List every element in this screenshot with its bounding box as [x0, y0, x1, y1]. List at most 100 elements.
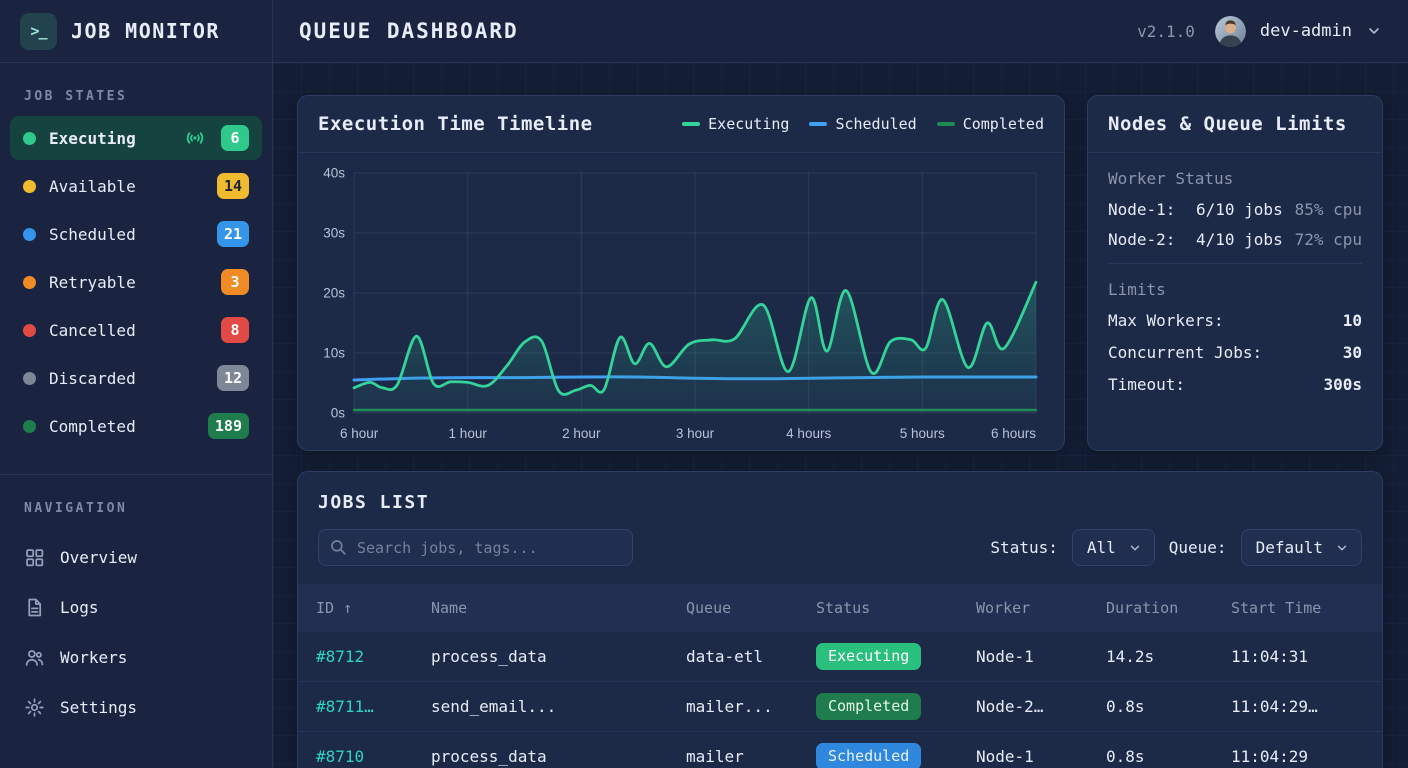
status-badge: Executing	[816, 642, 922, 671]
sidebar-item-overview[interactable]: Overview	[10, 532, 262, 582]
status-filter-value: All	[1086, 538, 1116, 557]
column-header-4: Worker	[976, 599, 1031, 617]
live-icon	[184, 127, 206, 149]
limit-value: 10	[1342, 311, 1362, 330]
state-dot	[23, 419, 36, 433]
job-status: Scheduled	[816, 742, 976, 768]
status-badge: Scheduled	[816, 742, 922, 768]
sidebar-state-discarded[interactable]: Discarded 12	[10, 356, 262, 400]
limit-value: 30	[1342, 343, 1362, 362]
job-start-time: 11:04:29	[1231, 747, 1309, 766]
limits-label: Limits	[1108, 280, 1166, 299]
job-status: Executing	[816, 642, 976, 671]
job-status: Completed	[816, 692, 976, 721]
search-input[interactable]	[318, 529, 633, 566]
legend-label: Completed	[962, 115, 1044, 133]
grid-icon	[24, 547, 45, 568]
sidebar: >_ JOB MONITOR JOB STATES Executing 6 Avai…	[0, 0, 273, 768]
worker-cpu: 85% cpu	[1294, 200, 1362, 219]
column-header-0[interactable]: ID ↑	[316, 599, 353, 617]
legend-item-executing[interactable]: Executing	[682, 115, 789, 133]
limit-row: Timeout: 300s	[1108, 375, 1362, 394]
sidebar-state-available[interactable]: Available 14	[10, 164, 262, 208]
nav-item-label: Workers	[60, 647, 128, 667]
legend-item-completed[interactable]: Completed	[936, 115, 1044, 133]
state-label: Scheduled	[49, 224, 136, 244]
svg-text:1 hour: 1 hour	[449, 426, 488, 441]
queue-filter-value: Default	[1255, 538, 1323, 557]
worker-status-row: Node-2: 4/10 jobs 72% cpu	[1108, 230, 1362, 249]
sidebar-item-workers[interactable]: Workers	[10, 632, 262, 682]
job-worker: Node-1	[976, 647, 1034, 666]
state-label: Completed	[49, 416, 136, 436]
limit-row: Max Workers: 10	[1108, 311, 1362, 330]
nav-item-label: Logs	[60, 597, 99, 617]
limit-label: Concurrent Jobs:	[1108, 343, 1263, 362]
job-worker: Node-1	[976, 747, 1034, 766]
gear-icon	[24, 697, 45, 718]
limit-label: Timeout:	[1108, 375, 1186, 394]
state-count-badge: 6	[221, 125, 249, 151]
nodes-card-body: Worker Status Node-1: 6/10 jobs 85% cpu Nod…	[1088, 153, 1382, 423]
chart-legend: Executing Scheduled Completed	[682, 115, 1044, 133]
svg-text:10s: 10s	[323, 346, 345, 361]
state-label: Cancelled	[49, 320, 136, 340]
nodes-card-header: Nodes & Queue Limits	[1088, 96, 1382, 153]
worker-name: Node-1:	[1108, 200, 1176, 219]
sidebar-state-executing[interactable]: Executing 6	[10, 116, 262, 160]
jobs-toolbar: Status: All Queue: Default	[298, 529, 1382, 584]
username[interactable]: dev-admin	[1259, 21, 1352, 41]
job-id-link[interactable]: #8711…	[316, 697, 374, 716]
column-header-5: Duration	[1106, 599, 1179, 617]
sidebar-item-settings[interactable]: Settings	[10, 682, 262, 732]
legend-dash	[809, 122, 828, 126]
svg-text:5 hours: 5 hours	[900, 426, 945, 441]
legend-dash	[682, 122, 701, 126]
job-queue: mailer...	[686, 697, 773, 716]
job-name: process_data	[431, 647, 547, 666]
sidebar-state-retryable[interactable]: Retryable 3	[10, 260, 262, 304]
queue-filter-select[interactable]: Default	[1240, 529, 1362, 566]
status-badge: Completed	[816, 692, 922, 721]
worker-jobs: 4/10 jobs	[1196, 230, 1283, 249]
chevron-down-icon	[1128, 541, 1142, 555]
status-filter-select[interactable]: All	[1071, 529, 1155, 566]
job-id-link[interactable]: #8710	[316, 747, 365, 766]
job-id-link[interactable]: #8712	[316, 647, 365, 666]
table-row[interactable]: #8711… send_email... mailer... Completed Nod…	[298, 682, 1382, 732]
topbar-right: v2.1.0 dev-admin	[1137, 15, 1382, 47]
svg-text:20s: 20s	[323, 286, 345, 301]
sidebar-item-logs[interactable]: Logs	[10, 582, 262, 632]
svg-text:30s: 30s	[323, 226, 345, 241]
table-row[interactable]: #8712 process_data data-etl Executing Node-1…	[298, 632, 1382, 682]
limit-row: Concurrent Jobs: 30	[1108, 343, 1362, 362]
column-header-1: Name	[431, 599, 468, 617]
table-row[interactable]: #8710 process_data mailer Scheduled Node-1 0.…	[298, 732, 1382, 768]
sidebar-state-scheduled[interactable]: Scheduled 21	[10, 212, 262, 256]
jobs-list-title: JOBS LIST	[318, 492, 430, 513]
sidebar-state-completed[interactable]: Completed 189	[10, 404, 262, 448]
nav-item-label: Settings	[60, 697, 138, 717]
svg-text:4 hours: 4 hours	[786, 426, 831, 441]
state-count-badge: 189	[207, 413, 249, 439]
legend-item-scheduled[interactable]: Scheduled	[809, 115, 917, 133]
chevron-down-icon[interactable]	[1366, 23, 1382, 39]
job-duration: 14.2s	[1106, 647, 1155, 666]
column-header-3: Status	[816, 599, 871, 617]
worker-status-row: Node-1: 6/10 jobs 85% cpu	[1108, 200, 1362, 219]
job-duration: 0.8s	[1106, 697, 1145, 716]
state-label: Available	[49, 176, 136, 196]
job-worker: Node-2…	[976, 697, 1044, 716]
sidebar-state-cancelled[interactable]: Cancelled 8	[10, 308, 262, 352]
limit-label: Max Workers:	[1108, 311, 1224, 330]
terminal-icon: >_	[20, 12, 57, 50]
state-count-badge: 21	[216, 221, 249, 247]
job-name: process_data	[431, 747, 547, 766]
legend-label: Executing	[708, 115, 790, 133]
state-dot	[23, 131, 36, 145]
status-filter-label: Status:	[990, 538, 1058, 557]
navigation-label: NAVIGATION	[24, 501, 128, 516]
avatar[interactable]	[1214, 15, 1246, 47]
state-label: Discarded	[49, 368, 136, 388]
